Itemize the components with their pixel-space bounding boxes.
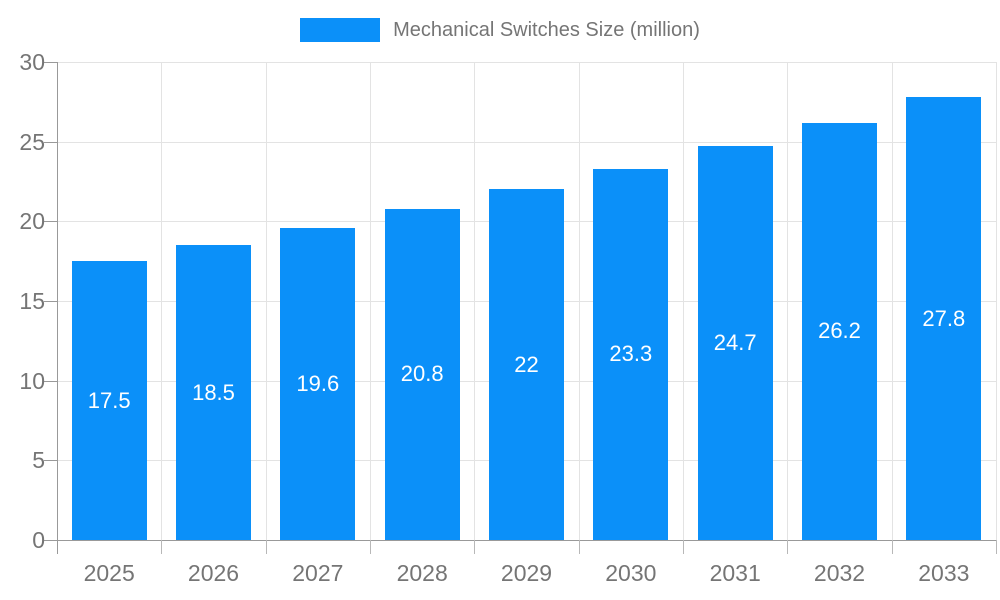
- y-tick: [44, 301, 57, 302]
- bar-value-label: 17.5: [87, 387, 131, 413]
- legend-label: Mechanical Switches Size (million): [393, 18, 700, 41]
- bar-value-label: 18.5: [192, 379, 235, 405]
- x-tick: [578, 540, 580, 554]
- x-tick: [474, 540, 476, 554]
- bar: 22: [489, 189, 564, 540]
- x-axis-tick-label: 2029: [500, 560, 553, 586]
- y-tick: [44, 380, 57, 382]
- bar: 27.8: [906, 97, 982, 540]
- bar: 20.8: [384, 208, 460, 540]
- x-gridline: [996, 62, 997, 540]
- x-axis-tick-label: 2033: [918, 560, 970, 586]
- y-axis-tick-label: 15: [19, 288, 45, 314]
- y-tick: [44, 460, 57, 462]
- x-axis-tick-label: 2030: [605, 560, 657, 586]
- x-gridline: [683, 62, 684, 540]
- x-axis-tick-label: 2025: [83, 560, 135, 586]
- y-axis-tick-label: 0: [32, 527, 45, 553]
- bar-value-label: 22: [514, 351, 539, 377]
- x-axis-tick-label: 2026: [187, 560, 240, 586]
- x-tick: [57, 540, 58, 554]
- bar-value-label: 19.6: [296, 370, 340, 396]
- legend-swatch-icon: [300, 18, 381, 42]
- y-tick: [44, 221, 57, 223]
- plot-area: 17.5 18.5 19.6 20.8 22 23.3 24.7 26.2 27.8: [57, 62, 997, 541]
- bar-value-label: 23.3: [609, 341, 653, 367]
- x-axis-line: [57, 540, 996, 541]
- y-tick: [44, 141, 57, 143]
- bar-value-label: 27.8: [922, 305, 966, 331]
- y-axis-tick-label: 10: [19, 367, 45, 394]
- y-gridline: [57, 62, 996, 63]
- y-axis-tick-label: 20: [19, 208, 45, 235]
- bar: 23.3: [593, 168, 669, 540]
- y-axis-tick-label: 30: [19, 49, 45, 75]
- y-tick: [44, 540, 57, 541]
- x-gridline: [578, 62, 580, 540]
- x-tick: [683, 540, 684, 554]
- y-axis-tick-label: 25: [19, 128, 45, 155]
- x-gridline: [474, 62, 476, 540]
- bar-value-label: 24.7: [713, 330, 757, 356]
- bar: 19.6: [280, 227, 356, 540]
- x-gridline: [787, 62, 789, 540]
- y-tick: [44, 62, 57, 63]
- x-tick: [370, 540, 371, 554]
- y-gridline: [57, 141, 996, 143]
- x-tick: [265, 540, 267, 554]
- x-axis-tick-label: 2028: [396, 560, 448, 586]
- bar-value-label: 26.2: [818, 318, 861, 344]
- x-tick: [787, 540, 789, 554]
- x-axis-tick-label: 2032: [813, 560, 866, 586]
- bar: 18.5: [176, 245, 251, 540]
- x-axis-tick-label: 2031: [709, 560, 761, 586]
- bar-value-label: 20.8: [400, 361, 444, 387]
- bar: 26.2: [802, 122, 877, 540]
- x-gridline: [370, 62, 371, 540]
- x-gridline: [265, 62, 267, 540]
- x-tick: [996, 540, 997, 554]
- x-axis-tick-label: 2027: [292, 560, 344, 586]
- y-axis-tick-label: 5: [32, 447, 45, 474]
- bar: 17.5: [71, 261, 147, 540]
- x-gridline: [891, 62, 893, 540]
- chart-legend: Mechanical Switches Size (million): [0, 18, 1000, 42]
- x-tick: [891, 540, 893, 554]
- x-gridline: [161, 62, 163, 540]
- y-axis-line: [57, 62, 58, 540]
- x-tick: [161, 540, 163, 554]
- bar: 24.7: [697, 146, 773, 540]
